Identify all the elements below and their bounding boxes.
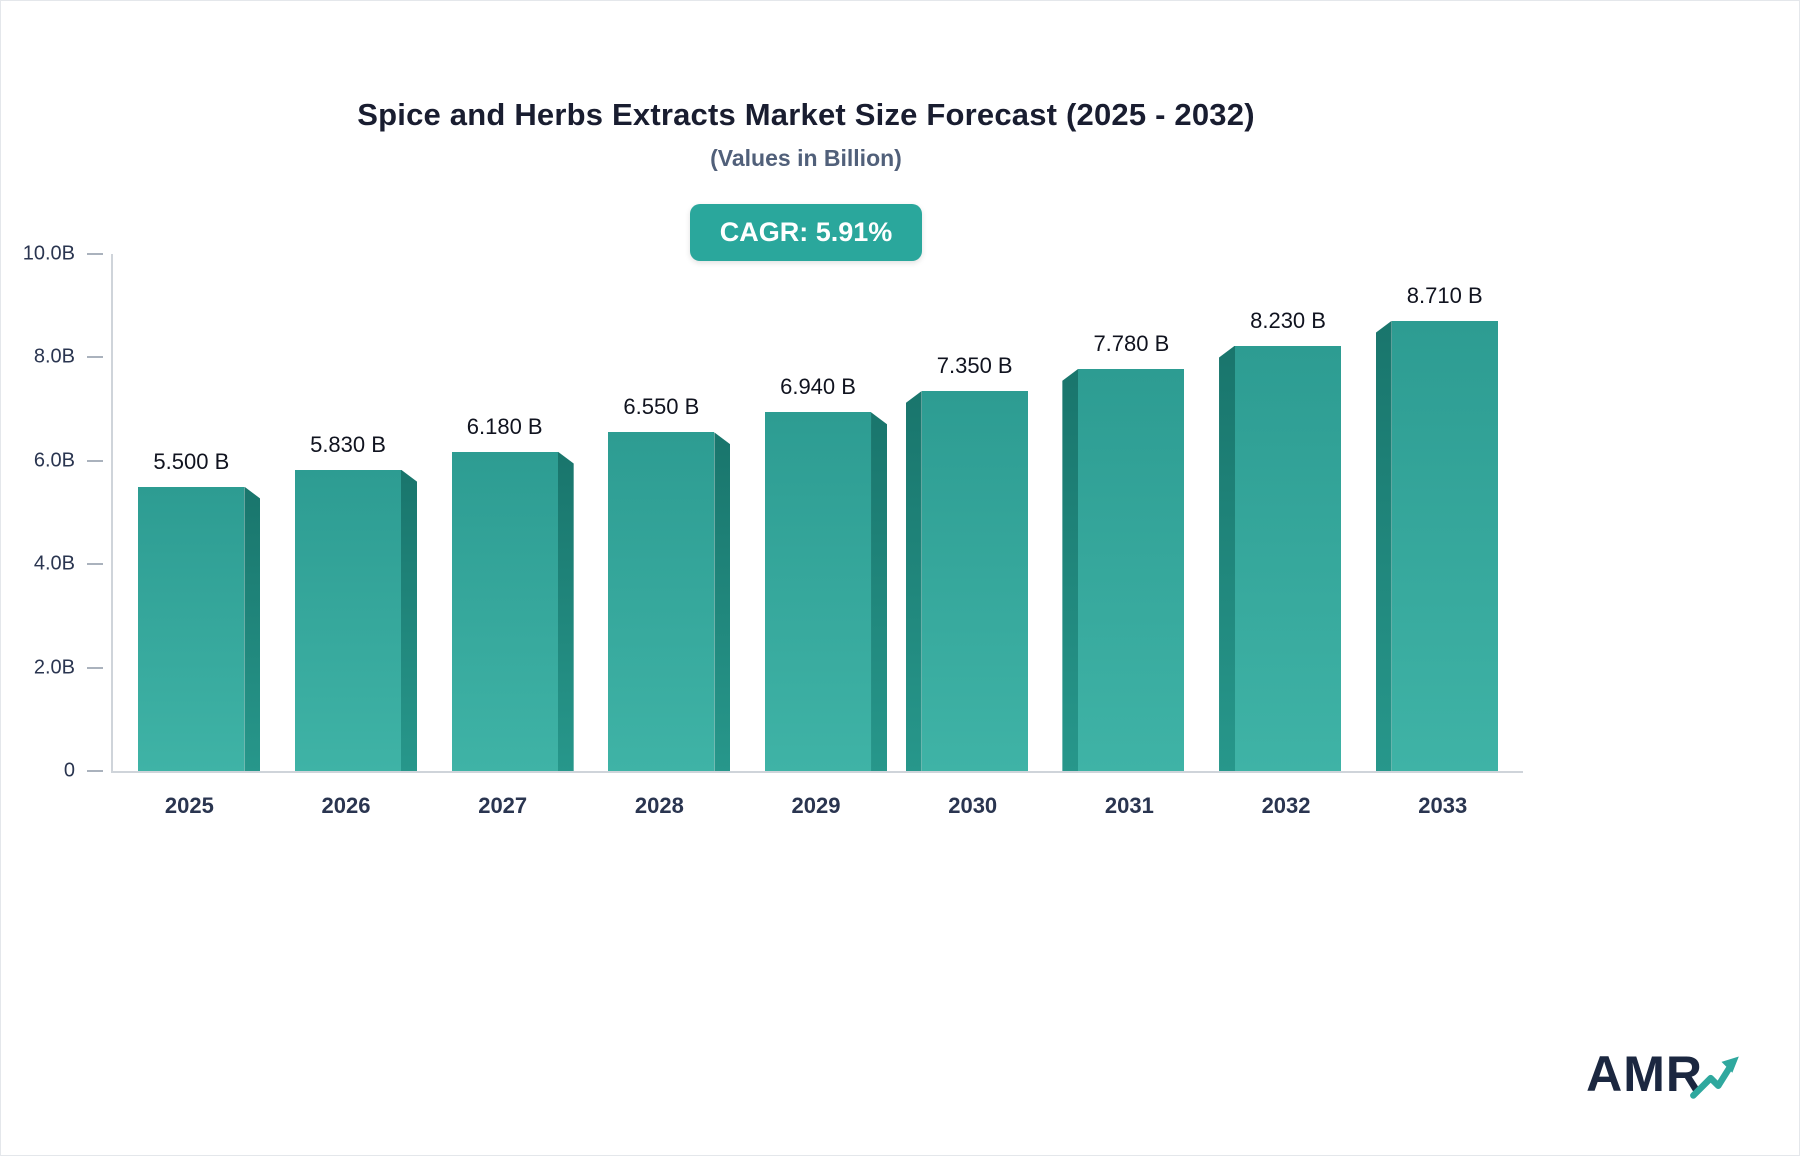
bar-value-label: 5.500 B: [153, 448, 230, 474]
bar-slot: 5.500 B: [113, 254, 270, 771]
bar-side-face: [1219, 345, 1236, 771]
x-axis-label: 2030: [948, 793, 998, 818]
bar-slot: 6.180 B: [426, 254, 583, 771]
bar-value-label: 7.350 B: [936, 353, 1013, 379]
bar-2029: 6.940 B: [765, 374, 888, 771]
bar-value-label: 6.940 B: [780, 374, 856, 400]
chart-header: Spice and Herbs Extracts Market Size For…: [1, 1, 1611, 261]
bar-2033: 8.710 B: [1375, 283, 1498, 771]
y-axis-label: 4.0B: [33, 552, 75, 575]
bar-side-face: [714, 432, 731, 771]
bar-2026: 5.830 B: [295, 432, 417, 771]
x-axis-label: 2028: [634, 793, 684, 818]
y-axis: 10.0B 8.0B 6.0B 4.0B 2.0B 0: [1, 243, 111, 782]
y-axis-tick: [87, 253, 103, 255]
bar-2032: 8.230 B: [1219, 308, 1342, 771]
bar-slot: 7.350 B: [896, 254, 1053, 771]
chart-subtitle: (Values in Billion): [710, 145, 902, 171]
logo-arrow-icon: [1690, 1056, 1739, 1099]
bar-value-label: 6.180 B: [466, 413, 543, 439]
bar-2030: 7.350 B: [905, 353, 1028, 771]
bar-value-label: 6.550 B: [623, 394, 700, 420]
bar-slot: 8.710 B: [1366, 254, 1523, 771]
logo-text: AMR: [1586, 1046, 1703, 1102]
amr-logo: AMR: [1586, 1045, 1741, 1103]
y-axis-label: 8.0B: [33, 345, 75, 368]
bar-slot: 8.230 B: [1210, 254, 1367, 771]
y-axis-tick: [87, 459, 103, 462]
bar-slot: 6.550 B: [583, 254, 740, 771]
bar-slot: 6.940 B: [740, 254, 897, 771]
chart-title: Spice and Herbs Extracts Market Size For…: [357, 97, 1255, 132]
x-axis-label: 2025: [164, 793, 214, 818]
x-axis-label: 2026: [321, 793, 371, 818]
y-axis-label: 10.0B: [22, 242, 75, 265]
x-axis-label: 2032: [1261, 793, 1311, 818]
bar-2028: 6.550 B: [608, 394, 731, 771]
bar-side-face: [905, 391, 922, 771]
y-axis-tick: [87, 563, 103, 566]
bar-value-label: 7.780 B: [1093, 330, 1170, 356]
cagr-badge: CAGR: 5.91%: [689, 204, 923, 261]
bar-side-face: [1375, 320, 1392, 771]
y-axis-tick: [87, 666, 103, 669]
bar-value-label: 8.230 B: [1250, 307, 1326, 333]
y-axis-label: 0: [63, 759, 75, 782]
bar-2027: 6.180 B: [451, 414, 574, 771]
bar-2025: 5.500 B: [138, 449, 261, 771]
y-axis-tick: [87, 770, 103, 772]
bar-slot: 5.830 B: [270, 254, 427, 771]
bar-slot: 7.780 B: [1053, 254, 1210, 771]
y-axis-tick: [87, 356, 103, 359]
plot-area: 5.500 B 5.830 B 6.180 B 6.550 B 6.940 B 7.350…: [111, 254, 1523, 773]
bar-value-label: 5.830 B: [310, 431, 386, 457]
bar-value-label: 8.710 B: [1406, 282, 1483, 308]
y-axis-label: 6.0B: [33, 449, 75, 472]
x-axis-label: 2027: [478, 793, 528, 818]
bar-side-face: [557, 451, 574, 771]
bar-side-face: [401, 469, 417, 771]
x-axis-label: 2031: [1104, 793, 1154, 818]
bar-side-face: [1062, 368, 1079, 771]
y-axis-label: 2.0B: [33, 656, 75, 679]
bar-side-face: [871, 412, 888, 771]
x-axis-label: 2029: [791, 793, 841, 818]
x-axis-labels: 2025 2026 2027 2028 2029 2030 2031 2032 2033: [111, 793, 1521, 819]
bar-side-face: [244, 486, 261, 771]
x-axis-label: 2033: [1418, 793, 1468, 818]
bar-2031: 7.780 B: [1062, 331, 1185, 771]
